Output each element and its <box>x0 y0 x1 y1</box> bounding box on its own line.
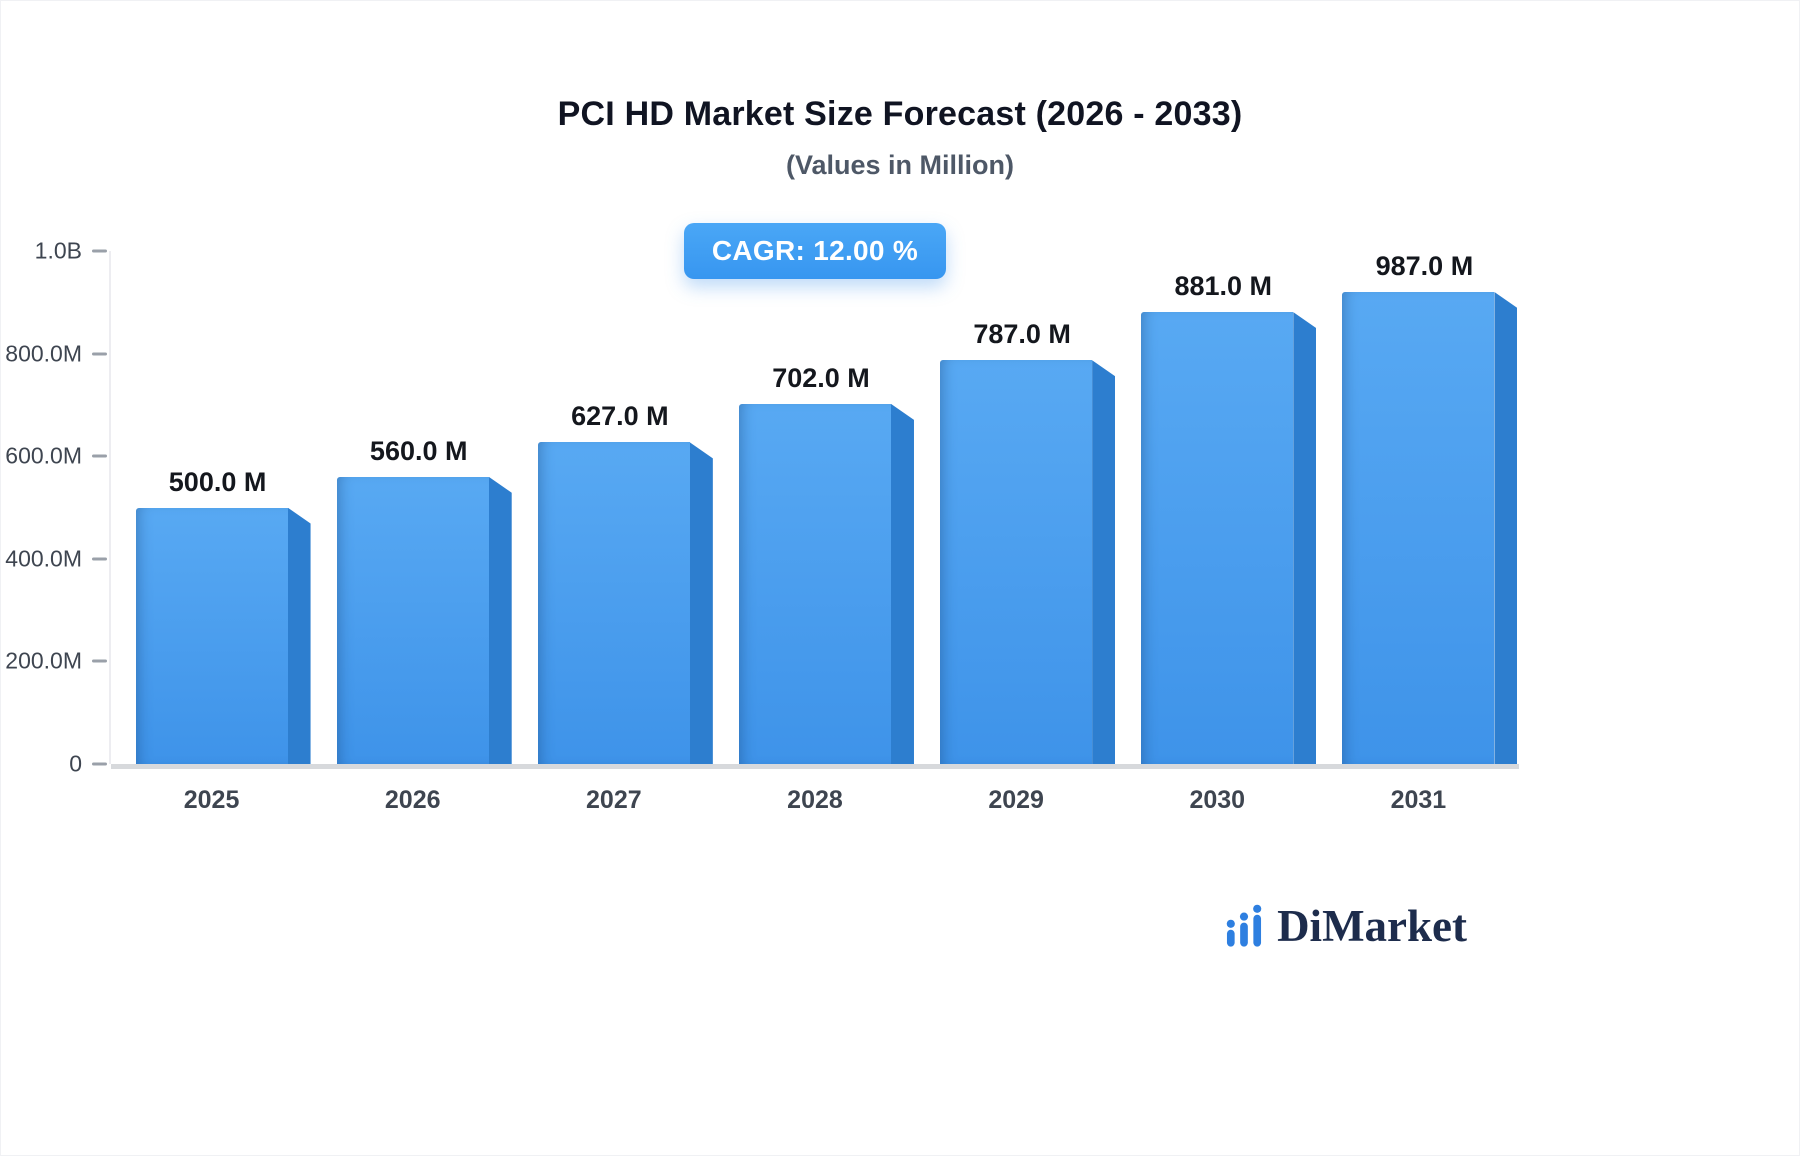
bar-chart: 500.0 M 2025 560.0 M 2026 627.0 M 2027 702.0 M… <box>1 238 1799 814</box>
y-tick-mark <box>92 557 107 561</box>
bar-side-face <box>287 507 311 764</box>
bars-layer: 500.0 M 2025 560.0 M 2026 627.0 M 2027 702.0 M… <box>111 251 1519 814</box>
x-tick-label: 2029 <box>988 786 1044 814</box>
y-tick-mark <box>92 352 107 356</box>
y-tick-label: 0 <box>69 750 82 777</box>
bar-value-label: 787.0 M <box>973 319 1071 350</box>
y-tick: 200.0M <box>5 648 111 675</box>
y-tick-mark <box>92 762 107 766</box>
y-tick-mark <box>92 249 107 253</box>
y-tick: 800.0M <box>5 340 111 367</box>
chart-title: PCI HD Market Size Forecast (2026 - 2033… <box>557 95 1243 133</box>
bar-value-label: 500.0 M <box>168 466 267 497</box>
y-tick: 400.0M <box>5 545 111 572</box>
x-tick-label: 2028 <box>787 786 843 814</box>
bar <box>738 403 914 764</box>
bar-value-label: 627.0 M <box>571 401 669 432</box>
y-tick-label: 600.0M <box>5 442 82 469</box>
x-tick-label: 2027 <box>586 786 642 814</box>
bar-side-face <box>1494 292 1518 764</box>
bar-value-label: 560.0 M <box>369 435 468 466</box>
x-tick-label: 2031 <box>1390 786 1447 814</box>
bar-value-label: 987.0 M <box>1375 251 1474 281</box>
bar-group: 500.0 M 2025 <box>111 251 312 814</box>
y-tick-label: 800.0M <box>5 340 82 367</box>
y-tick-mark <box>92 659 107 663</box>
y-tick: 1.0B <box>35 238 111 265</box>
bar-side-face <box>890 403 914 764</box>
bar-side-face <box>689 442 713 764</box>
y-tick-label: 200.0M <box>5 647 82 674</box>
bar-side-face <box>488 476 512 764</box>
bar-group: 787.0 M 2029 <box>916 251 1117 814</box>
bar <box>1342 292 1518 764</box>
chart-subtitle: (Values in Million) <box>785 150 1015 180</box>
y-tick-label: 400.0M <box>5 545 82 572</box>
y-tick: 0 <box>69 751 111 778</box>
bar-chart-logo-icon <box>1226 904 1262 947</box>
y-tick: 600.0M <box>5 443 111 470</box>
brand-logo: DiMarket <box>1223 901 1467 949</box>
x-tick-label: 2030 <box>1189 786 1246 814</box>
bar <box>336 476 512 764</box>
bar <box>1141 312 1317 764</box>
y-tick-mark <box>92 454 107 458</box>
x-tick-label: 2026 <box>384 786 441 814</box>
bar-group: 627.0 M 2027 <box>513 251 714 814</box>
y-tick-label: 1.0B <box>34 237 82 264</box>
bar-side-face <box>1092 360 1116 764</box>
plot-area: 500.0 M 2025 560.0 M 2026 627.0 M 2027 702.0 M… <box>5 238 1519 814</box>
bar <box>135 507 311 764</box>
bar <box>940 360 1116 764</box>
brand-name: DiMarket <box>1277 901 1467 951</box>
chart-header: PCI HD Market Size Forecast (2026 - 2033… <box>1 1 1799 181</box>
bar-value-label: 702.0 M <box>772 362 870 393</box>
bar-group: 702.0 M 2028 <box>714 251 915 814</box>
bar-value-label: 881.0 M <box>1174 271 1273 302</box>
x-tick-label: 2025 <box>183 786 240 814</box>
bar-group: 987.0 M 2031 <box>1318 251 1519 814</box>
bar-group: 881.0 M 2030 <box>1117 251 1318 814</box>
bar-group: 560.0 M 2026 <box>312 251 513 814</box>
bar <box>537 442 713 764</box>
bar-side-face <box>1293 312 1317 764</box>
